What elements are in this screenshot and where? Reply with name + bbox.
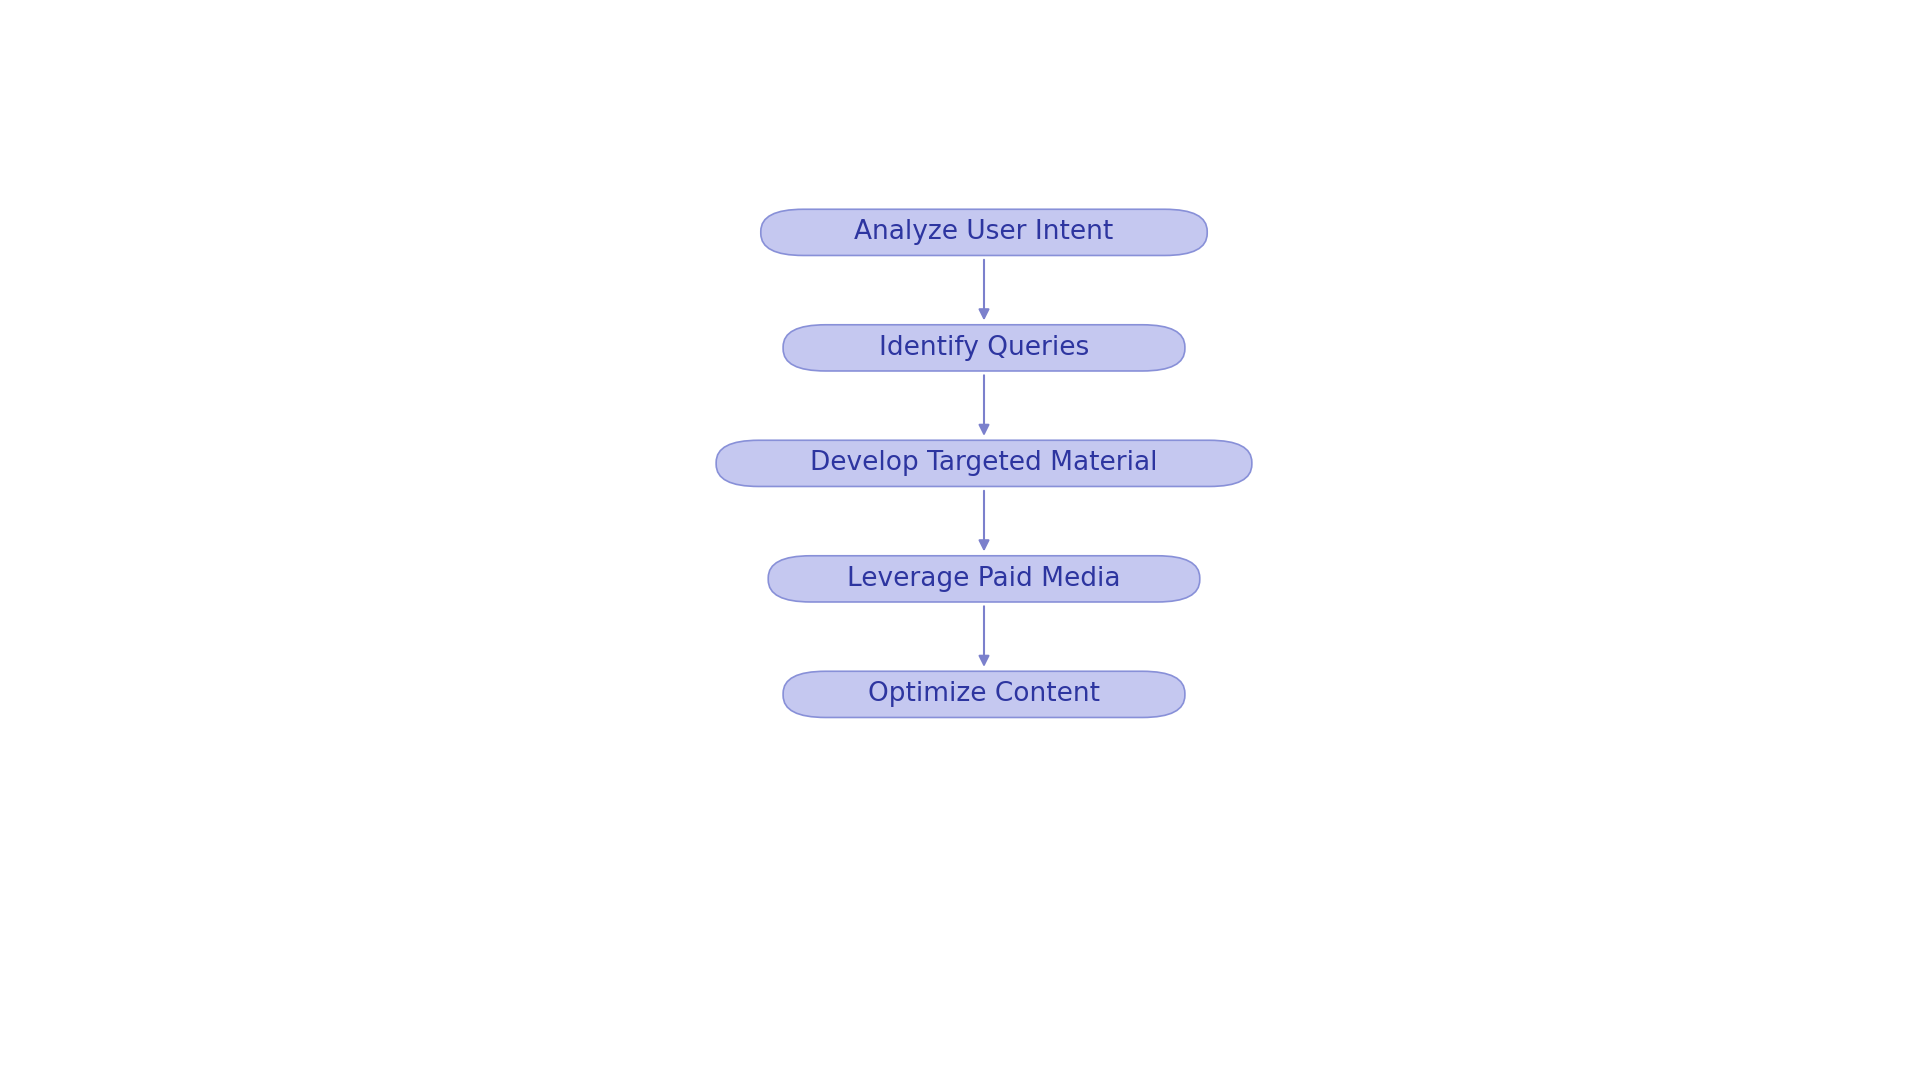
FancyBboxPatch shape <box>768 556 1200 602</box>
Text: Optimize Content: Optimize Content <box>868 681 1100 707</box>
Text: Analyze User Intent: Analyze User Intent <box>854 220 1114 246</box>
Text: Leverage Paid Media: Leverage Paid Media <box>847 566 1121 592</box>
FancyBboxPatch shape <box>760 209 1208 256</box>
Text: Develop Targeted Material: Develop Targeted Material <box>810 451 1158 477</box>
FancyBboxPatch shape <box>716 441 1252 486</box>
FancyBboxPatch shape <box>783 325 1185 371</box>
Text: Identify Queries: Identify Queries <box>879 335 1089 361</box>
FancyBboxPatch shape <box>783 671 1185 717</box>
